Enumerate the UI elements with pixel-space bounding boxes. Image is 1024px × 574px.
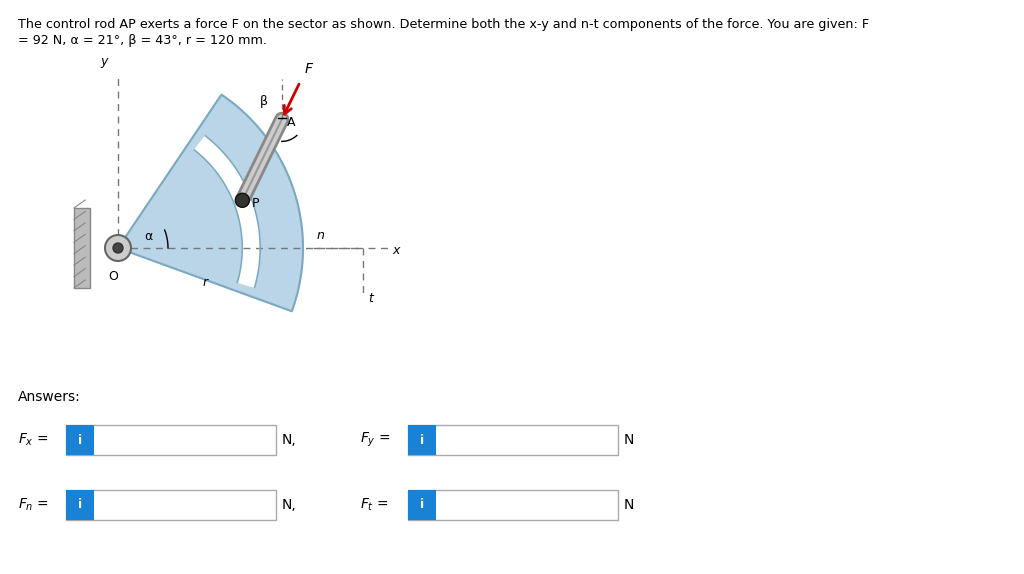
Text: r: r bbox=[203, 276, 208, 289]
Text: x: x bbox=[392, 243, 399, 257]
FancyBboxPatch shape bbox=[66, 425, 276, 455]
Text: t: t bbox=[368, 292, 373, 304]
FancyBboxPatch shape bbox=[408, 490, 618, 520]
Bar bbox=[74, 208, 90, 288]
Polygon shape bbox=[195, 136, 260, 287]
Text: i: i bbox=[420, 433, 424, 447]
Text: $F_y$ =: $F_y$ = bbox=[360, 431, 391, 449]
Circle shape bbox=[113, 243, 123, 253]
Circle shape bbox=[105, 235, 131, 261]
Text: F: F bbox=[304, 61, 312, 76]
Text: P: P bbox=[251, 197, 259, 210]
Text: y: y bbox=[100, 55, 108, 68]
Text: i: i bbox=[420, 498, 424, 511]
FancyBboxPatch shape bbox=[66, 490, 94, 520]
Text: Answers:: Answers: bbox=[18, 390, 81, 404]
Polygon shape bbox=[118, 95, 303, 311]
Text: A: A bbox=[287, 116, 295, 129]
Text: The control rod AP exerts a force F on the sector as shown. Determine both the x: The control rod AP exerts a force F on t… bbox=[18, 18, 869, 31]
Text: i: i bbox=[78, 498, 82, 511]
Text: N: N bbox=[624, 433, 635, 447]
Text: = 92 N, α = 21°, β = 43°, r = 120 mm.: = 92 N, α = 21°, β = 43°, r = 120 mm. bbox=[18, 34, 267, 47]
FancyBboxPatch shape bbox=[408, 490, 436, 520]
Text: O: O bbox=[109, 270, 118, 283]
Text: N,: N, bbox=[282, 498, 297, 512]
Text: $F_x$ =: $F_x$ = bbox=[18, 432, 49, 448]
FancyBboxPatch shape bbox=[408, 425, 436, 455]
Text: N,: N, bbox=[282, 433, 297, 447]
FancyBboxPatch shape bbox=[66, 490, 276, 520]
Text: N: N bbox=[624, 498, 635, 512]
Text: β: β bbox=[260, 95, 268, 108]
FancyBboxPatch shape bbox=[66, 425, 94, 455]
FancyBboxPatch shape bbox=[408, 425, 618, 455]
Text: $F_n$ =: $F_n$ = bbox=[18, 497, 49, 513]
Circle shape bbox=[236, 193, 250, 207]
Text: n: n bbox=[317, 229, 325, 242]
Text: α: α bbox=[144, 230, 153, 242]
Text: $F_t$ =: $F_t$ = bbox=[360, 497, 389, 513]
Text: i: i bbox=[78, 433, 82, 447]
